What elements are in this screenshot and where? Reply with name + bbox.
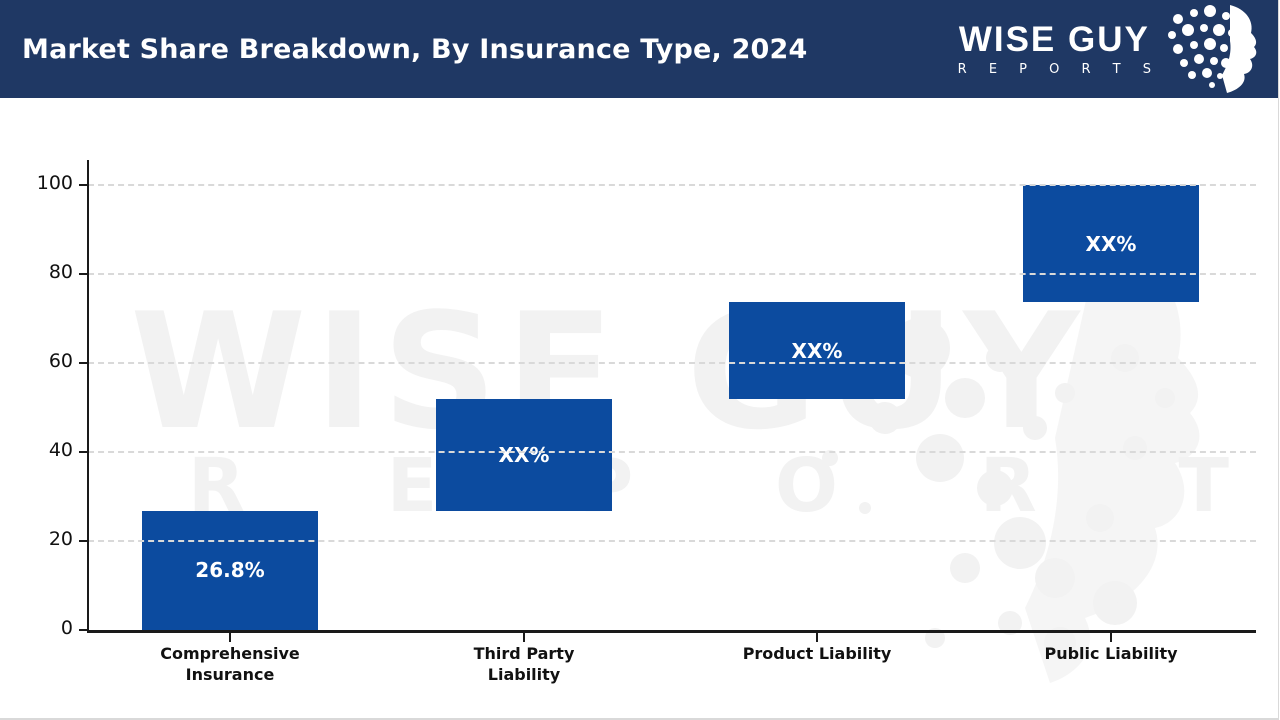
wise-guy-reports-logo: WISE GUY R E P O R T S [949,3,1278,95]
x-category-label-line: Public Liability [1044,644,1178,663]
header-bar: Market Share Breakdown, By Insurance Typ… [0,0,1278,98]
gridline [88,273,1256,275]
x-axis-tick [523,633,525,642]
y-axis-tick-label: 100 [36,172,73,194]
y-axis-tick-label: 20 [48,528,73,550]
y-axis-tick [79,273,88,275]
bar: XX% [729,302,905,400]
dot-face-profile-icon [1168,5,1257,93]
x-category-label: Public Liability [981,644,1241,665]
x-category-label: Comprehensive Insurance [100,644,360,686]
chart: WISE GUY R E P O R T S 02040608010026.8%… [0,98,1280,720]
y-axis-line [87,160,89,632]
bar-value-label: XX% [1085,231,1137,256]
y-axis-tick-label: 0 [60,617,73,639]
bar: 26.8% [142,510,318,630]
y-axis-tick-label: 60 [48,350,73,372]
logo-subtitle: R E P O R T S [957,62,1160,77]
y-axis-tick-label: 80 [48,261,73,283]
y-axis-tick [79,362,88,364]
y-axis-tick [79,184,88,186]
y-axis-tick [79,540,88,542]
bar-value-label: XX% [791,338,843,363]
page-title: Market Share Breakdown, By Insurance Typ… [22,33,808,65]
x-axis-tick [1110,633,1112,642]
x-category-label: Product Liability [687,644,947,665]
gridline [88,451,1256,453]
logo-wordmark: WISE GUY [958,20,1150,59]
x-category-label-line: Third Party [473,644,575,663]
gridline [88,362,1256,364]
logo-text: WISE GUY R E P O R T S [949,22,1160,76]
y-axis-tick [79,451,88,453]
bar-value-label: XX% [498,442,550,467]
x-category-label-line: Comprehensive [160,644,300,663]
bar: XX% [436,399,612,511]
x-category-label-line: Liability [487,664,561,684]
bar-value-label: 26.8% [195,558,265,583]
y-axis-tick [79,629,88,631]
x-category-label-line: Insurance [185,664,275,684]
x-category-label: Third Party Liability [394,644,654,686]
bar: XX% [1023,185,1199,303]
y-axis-tick-label: 40 [48,439,73,461]
x-category-label-line: Product Liability [742,644,892,663]
gridline [88,540,1256,542]
x-axis-line [87,630,1256,633]
x-axis-tick [816,633,818,642]
gridline [88,184,1256,186]
x-axis-tick [229,633,231,642]
